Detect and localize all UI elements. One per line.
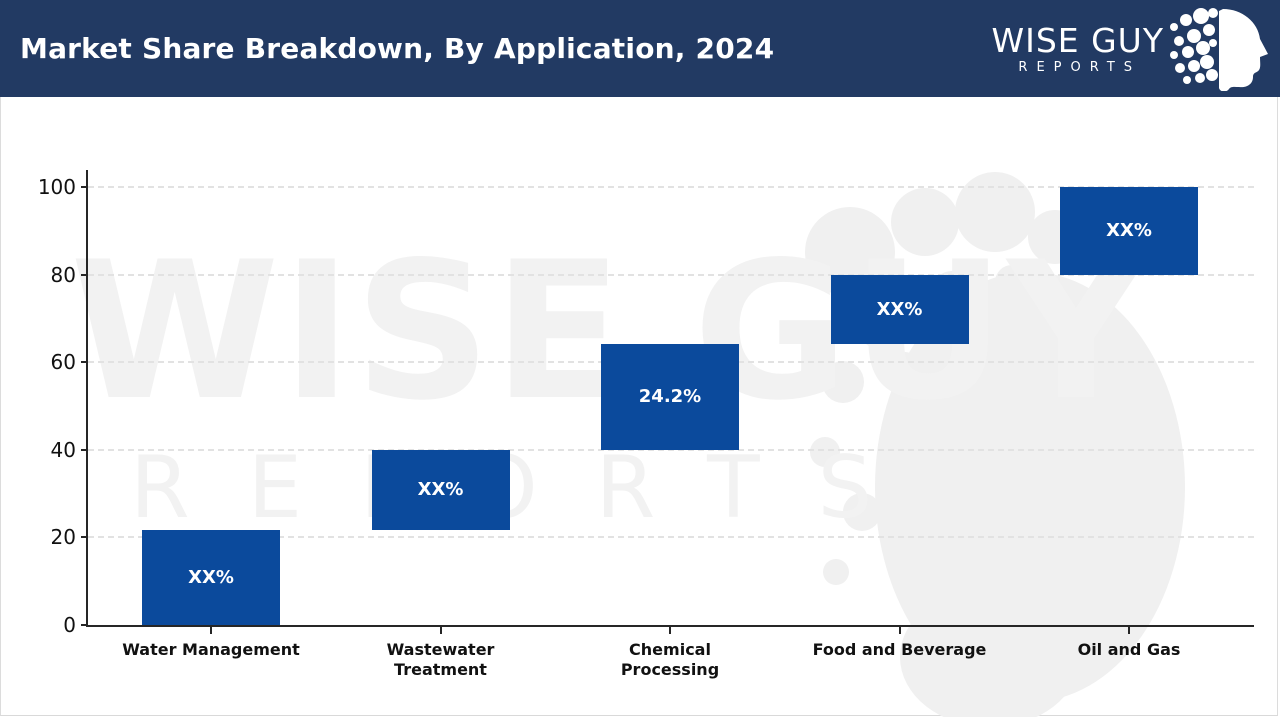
y-tick-label: 20	[50, 525, 76, 549]
gridline	[88, 448, 1254, 451]
bar-value-label: XX%	[1106, 220, 1152, 242]
x-category-label: Wastewater Treatment	[386, 640, 495, 679]
bar: 24.2%	[601, 343, 739, 450]
y-tick-label: 80	[50, 262, 76, 287]
logo-wiseguy-label: WISE GUY	[991, 21, 1164, 60]
x-tick	[439, 627, 442, 634]
wiseguy-logo: WISE GUY REPORTS	[991, 0, 1270, 97]
x-tick	[1128, 627, 1130, 634]
x-tick	[210, 627, 212, 634]
bar: XX%	[142, 529, 280, 625]
x-category-label: Chemical Processing	[620, 640, 720, 679]
y-tick-label: 0	[63, 612, 76, 637]
wiseguy-head-icon	[1170, 7, 1268, 91]
x-tick	[669, 627, 671, 634]
bar: XX%	[371, 449, 510, 530]
logo-reports-label: REPORTS	[1018, 60, 1142, 75]
watermark-line2: REPORTS	[130, 438, 930, 538]
x-category-label: Oil and Gas	[1077, 640, 1181, 659]
bar-value-label: XX%	[417, 479, 464, 501]
x-category-label: Water Management	[122, 640, 300, 659]
y-tick-label: 100	[37, 175, 76, 199]
y-axis	[86, 170, 88, 627]
y-tick	[81, 536, 88, 538]
wiseguy-logo-text: WISE GUY REPORTS	[991, 21, 1164, 76]
bar-value-label: XX%	[188, 566, 234, 588]
page-title: Market Share Breakdown, By Application, …	[20, 32, 775, 65]
x-axis	[86, 625, 1254, 627]
y-tick	[81, 273, 88, 276]
bar-value-label: XX%	[876, 298, 923, 320]
bar-value-label: 24.2%	[638, 386, 702, 408]
y-tick	[81, 186, 88, 188]
y-tick	[81, 623, 88, 626]
y-tick	[81, 361, 88, 363]
gridline	[88, 536, 1254, 538]
y-tick-label: 40	[50, 437, 76, 462]
y-tick-label: 60	[50, 350, 76, 374]
bar: XX%	[830, 274, 969, 344]
x-tick	[898, 627, 901, 634]
gridline	[88, 186, 1254, 188]
gridline	[88, 273, 1254, 276]
y-tick	[81, 448, 88, 451]
bar: XX%	[1060, 187, 1198, 275]
x-category-label: Food and Beverage	[812, 640, 987, 659]
header-bar: Market Share Breakdown, By Application, …	[0, 0, 1280, 97]
